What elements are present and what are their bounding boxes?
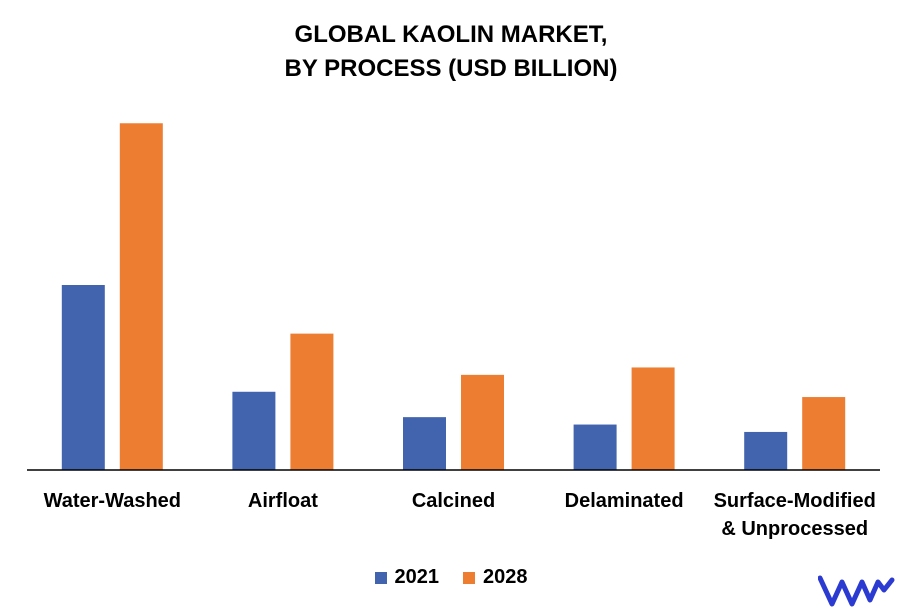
bar-2021-0 bbox=[61, 285, 105, 470]
bar-2028-0 bbox=[119, 123, 163, 470]
legend-swatch bbox=[374, 571, 387, 584]
chart-title-line1: GLOBAL KAOLIN MARKET, bbox=[294, 21, 608, 48]
bar-2021-2 bbox=[403, 417, 446, 470]
legend-item-2028: 2028 bbox=[463, 566, 528, 589]
bar-2028-3 bbox=[631, 367, 675, 470]
legend-label: 2028 bbox=[483, 566, 528, 588]
bar-2021-4 bbox=[744, 431, 788, 470]
vmr-logo bbox=[818, 575, 895, 607]
chart-title: GLOBAL KAOLIN MARKET, BY PROCESS (USD BI… bbox=[0, 18, 902, 86]
category-label: Calcined bbox=[411, 490, 496, 512]
category-label: Airfloat bbox=[247, 490, 318, 512]
bar-2028-1 bbox=[290, 333, 334, 470]
category-label: Surface-Modified & Unprocessed bbox=[713, 490, 876, 540]
bar-2028-4 bbox=[802, 397, 846, 470]
legend-item-2021: 2021 bbox=[374, 566, 440, 589]
bar-2021-1 bbox=[232, 391, 276, 470]
legend-swatch bbox=[463, 571, 475, 584]
chart-subtitle: BY PROCESS (USD BILLION) bbox=[284, 55, 618, 82]
legend-label: 2021 bbox=[394, 566, 440, 588]
bar-2021-3 bbox=[573, 424, 617, 470]
bar-2028-2 bbox=[461, 374, 504, 470]
vmr-logo-mark bbox=[818, 575, 895, 607]
category-label: Delaminated bbox=[564, 490, 684, 512]
legend: 2021 2028 bbox=[0, 566, 902, 589]
category-label: Water-Washed bbox=[43, 490, 181, 512]
